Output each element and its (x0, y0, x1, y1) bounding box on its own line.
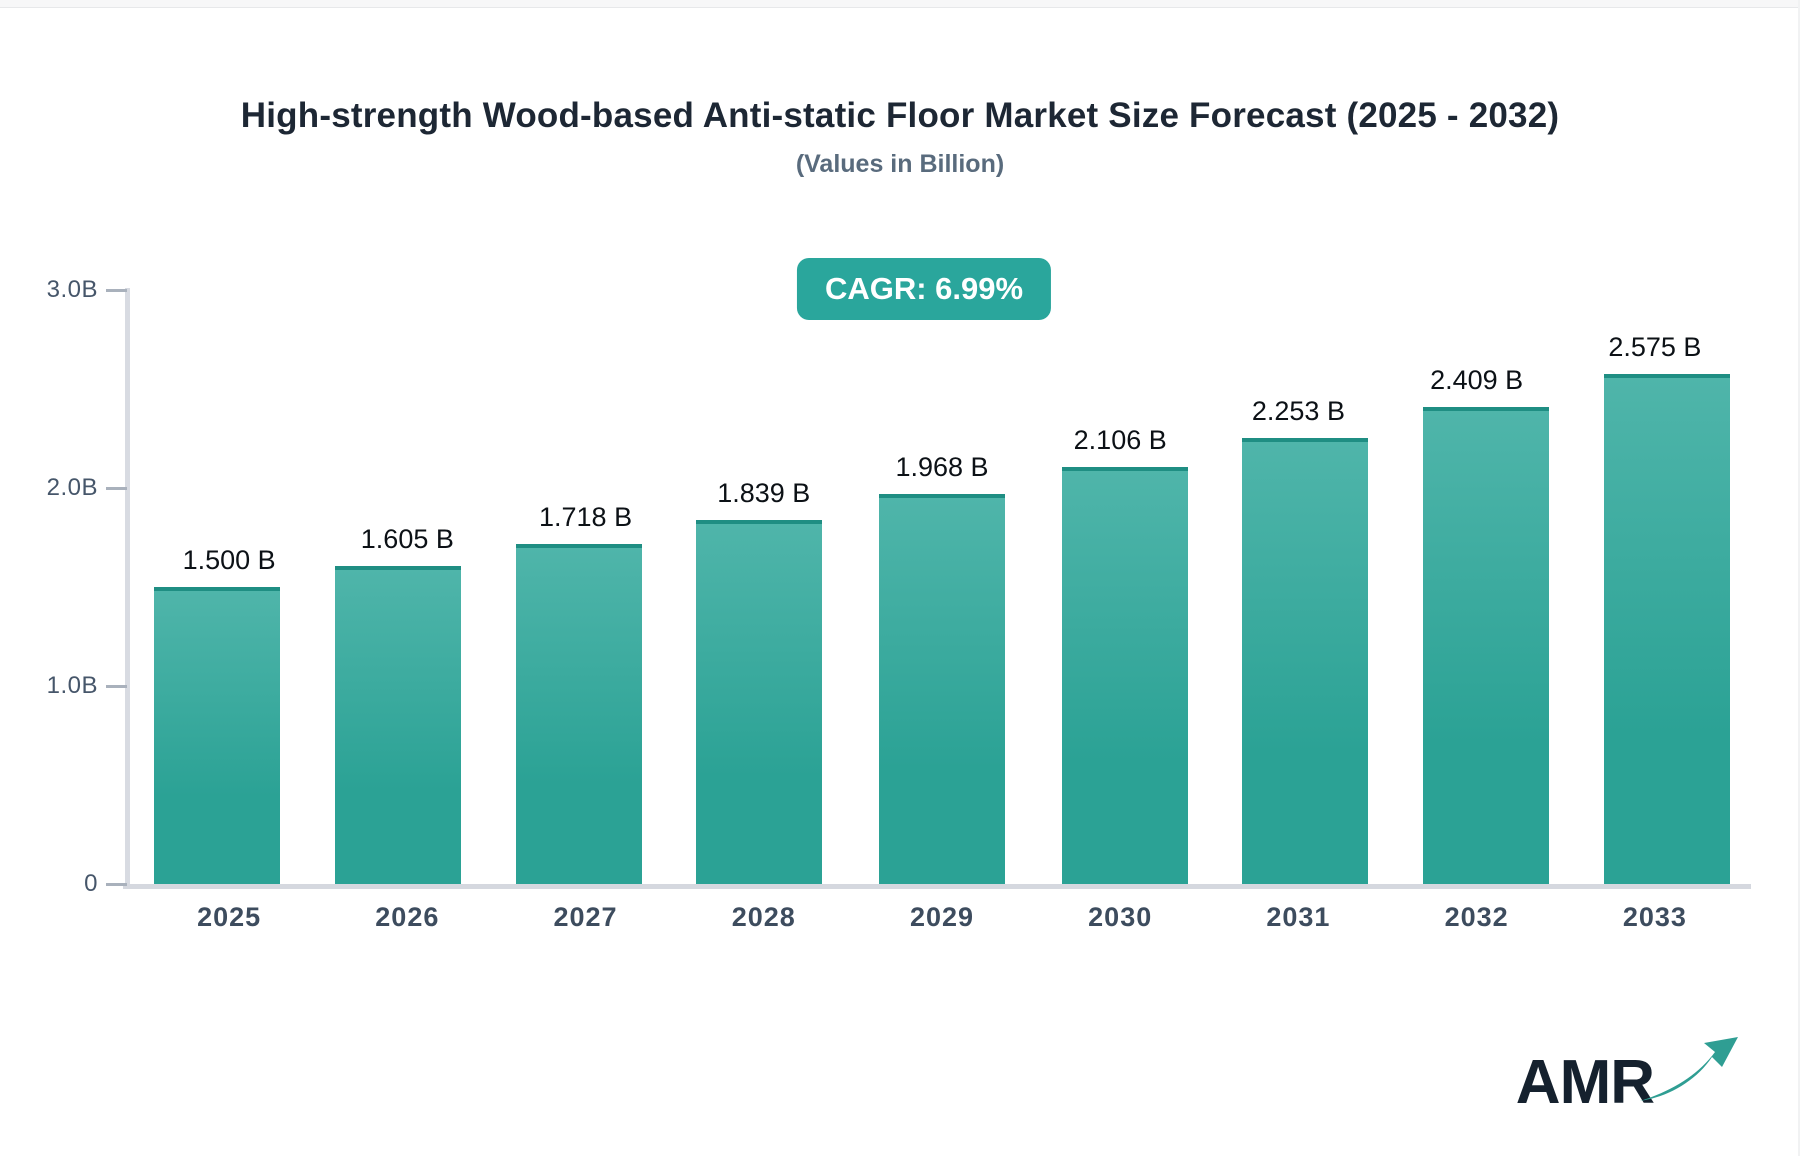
y-tick-mark (106, 882, 127, 886)
bar-column-2028: 1.839 B (675, 290, 853, 884)
bar-front-face (878, 494, 1005, 884)
bar-2029[interactable] (878, 494, 1005, 884)
y-tick-1.0B: 1.0B (0, 672, 127, 700)
y-axis-line (125, 288, 130, 888)
top-edge-strip (0, 0, 1800, 8)
bar-column-2031: 2.253 B (1209, 290, 1387, 884)
bar-2026[interactable] (334, 566, 480, 884)
right-edge-strip (1798, 0, 1800, 1156)
bar-column-2029: 1.968 B (853, 290, 1031, 884)
bar-column-2033: 2.575 B (1566, 290, 1744, 884)
amr-logo: AMR (1516, 1035, 1742, 1114)
x-axis-line (123, 884, 1751, 889)
x-axis-label-2029: 2029 (909, 902, 975, 932)
bar-front-face (154, 587, 281, 884)
bar-front-face (334, 566, 461, 884)
y-tick-label: 3.0B (46, 276, 98, 303)
x-axis-label-2033: 2033 (1622, 902, 1687, 932)
bars-area: 1.500 B 1.605 B 1.718 B 1.839 B 1.968 B 2.106… (140, 290, 1744, 884)
y-tick-mark (106, 288, 127, 292)
x-axis-label-2026: 2026 (375, 902, 440, 932)
x-axis-label-2028: 2028 (731, 902, 796, 932)
bar-column-2026: 1.605 B (318, 290, 496, 884)
bar-column-2027: 1.718 B (496, 290, 674, 884)
page-title: High-strength Wood-based Anti-static Flo… (240, 96, 1560, 135)
y-tick-3.0B: 3.0B (0, 276, 127, 304)
y-tick-label: 2.0B (46, 474, 98, 501)
bar-front-face (696, 520, 823, 884)
logo-text: AMR (1515, 1048, 1655, 1117)
x-axis-label-2031: 2031 (1266, 902, 1331, 932)
bar-2033[interactable] (1580, 374, 1730, 884)
bar-2028[interactable] (696, 520, 831, 884)
bar-column-2025: 1.500 B (140, 290, 318, 884)
bar-value-label: 2.253 B (1251, 396, 1345, 426)
bar-column-2032: 2.409 B (1388, 290, 1566, 884)
y-tick-2.0B: 2.0B (0, 474, 127, 502)
bar-2032[interactable] (1404, 407, 1550, 884)
bar-2025[interactable] (154, 587, 304, 884)
bar-value-label: 2.409 B (1430, 365, 1524, 395)
y-tick-mark (106, 486, 127, 490)
bar-value-label: 2.106 B (1073, 425, 1167, 455)
bar-column-2030: 2.106 B (1031, 290, 1209, 884)
bar-2031[interactable] (1228, 438, 1369, 884)
x-axis-label-2032: 2032 (1444, 902, 1509, 932)
x-axis-label-2027: 2027 (553, 902, 618, 932)
x-axis-labels: 2025 2026 2027 2028 2029 2030 2031 2032 2033 (140, 902, 1744, 933)
bar-value-label: 2.575 B (1608, 332, 1702, 362)
y-tick-label: 1.0B (46, 672, 98, 699)
bar-value-label: 1.605 B (360, 524, 454, 554)
y-tick-label: 0 (84, 870, 98, 897)
bar-front-face (1603, 374, 1730, 884)
bar-value-label: 1.500 B (182, 545, 276, 575)
x-axis-label-2030: 2030 (1088, 902, 1153, 932)
bar-front-face (1061, 467, 1188, 884)
bar-value-label: 1.718 B (539, 502, 633, 532)
bar-value-label: 1.839 B (717, 478, 811, 508)
trend-arrow-icon (1638, 1035, 1742, 1112)
y-tick-0: 0 (0, 870, 127, 898)
bar-front-face (1242, 438, 1369, 884)
bar-front-face (515, 544, 642, 884)
bar-2027[interactable] (515, 544, 656, 884)
bar-front-face (1423, 407, 1550, 884)
bar-2030[interactable] (1053, 467, 1188, 884)
cagr-badge: CAGR: 6.99% (796, 258, 1052, 320)
x-axis-label-2025: 2025 (197, 902, 262, 932)
page-subtitle: (Values in Billion) (795, 150, 1005, 178)
y-tick-mark (106, 684, 127, 688)
bar-value-label: 1.968 B (895, 452, 989, 482)
